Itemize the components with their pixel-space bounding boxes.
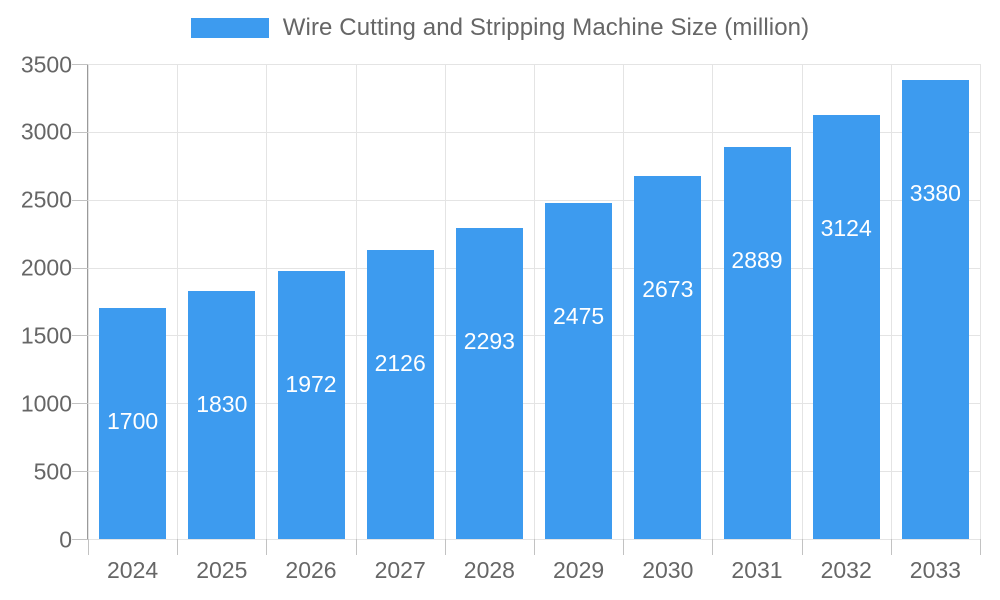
bar[interactable] [634, 176, 702, 539]
y-axis-tick [72, 131, 88, 133]
x-axis-tick [356, 539, 357, 555]
x-axis-tick [445, 539, 446, 555]
x-axis-tick-label: 2024 [107, 557, 159, 583]
bar[interactable] [188, 290, 256, 539]
y-axis-tick [72, 539, 88, 540]
y-axis-tick-label: 3000 [20, 118, 72, 145]
x-axis-tick-label: 2032 [820, 557, 872, 583]
x-axis-tick [266, 539, 267, 555]
x-axis-tick [623, 539, 624, 555]
chart-legend: Wire Cutting and Stripping Machine Size … [0, 0, 1000, 56]
gridline-vertical [177, 64, 178, 539]
y-axis-labels: 0 500 1000 1500 2000 2500 3000 3500 [0, 51, 72, 552]
bar-value-label: 2673 [642, 276, 694, 303]
x-axis-tick [712, 539, 713, 555]
gridline-vertical [980, 64, 981, 539]
x-axis-tick [177, 539, 178, 555]
y-axis-tick-label: 0 [59, 526, 72, 552]
gridline-vertical [712, 64, 713, 539]
bar-value-label: 1972 [285, 371, 337, 398]
bar-value-label: 2293 [463, 327, 515, 354]
x-axis-tick-label: 2030 [642, 557, 694, 583]
gridline-vertical [534, 64, 535, 539]
y-axis-tick-label: 1500 [20, 322, 72, 349]
x-axis-tick-label: 2027 [374, 557, 426, 583]
x-axis-tick [980, 539, 981, 555]
bar[interactable] [901, 80, 969, 539]
bar-value-label: 3380 [909, 180, 961, 207]
gridline-vertical [356, 64, 357, 539]
x-axis-tick [891, 539, 892, 555]
legend-swatch-icon [190, 18, 269, 38]
y-axis-tick [72, 199, 88, 201]
bar-value-label: 2475 [553, 303, 605, 330]
bar[interactable] [99, 308, 167, 539]
y-axis-tick-label: 1000 [20, 390, 72, 417]
bar-value-label: 2126 [374, 350, 426, 377]
gridline-vertical [623, 64, 624, 539]
plot-area: 1700 1830 1972 2126 2293 2475 2673 2889 3124 3380 [72, 64, 981, 540]
bar[interactable] [812, 115, 880, 539]
x-axis-tick-label: 2031 [731, 557, 783, 583]
y-axis-tick-label: 2500 [20, 186, 72, 213]
x-axis-tick-label: 2028 [463, 557, 515, 583]
y-axis-tick [72, 267, 88, 269]
y-axis-tick [72, 64, 88, 65]
y-axis-line [87, 64, 88, 540]
gridline-vertical [445, 64, 446, 539]
gridline-vertical [266, 64, 267, 539]
bar-value-label: 1830 [196, 390, 248, 417]
bar-value-label: 1700 [107, 408, 159, 435]
bar[interactable] [545, 203, 613, 539]
y-axis-tick [72, 403, 88, 405]
x-axis-tick-label: 2029 [553, 557, 605, 583]
bar[interactable] [455, 227, 523, 539]
x-axis-tick [88, 539, 89, 555]
bar[interactable] [277, 271, 345, 539]
y-axis-tick [72, 471, 88, 473]
y-axis-tick-label: 3500 [20, 51, 72, 77]
x-axis-tick-label: 2025 [196, 557, 248, 583]
y-axis-tick-label: 2000 [20, 254, 72, 281]
bar-value-label: 2889 [731, 246, 783, 273]
x-axis-tick-label: 2033 [909, 557, 961, 583]
bar-value-label: 3124 [820, 215, 872, 242]
x-axis-tick [534, 539, 535, 555]
legend-label: Wire Cutting and Stripping Machine Size … [282, 14, 810, 41]
y-axis-tick [72, 335, 88, 337]
legend-item-wire-cutting[interactable]: Wire Cutting and Stripping Machine Size … [190, 14, 810, 42]
gridline-vertical [891, 64, 892, 539]
x-axis-tick-label: 2026 [285, 557, 337, 583]
gridline-vertical [88, 64, 89, 539]
y-axis-tick-label: 500 [33, 458, 72, 485]
x-axis-tick [802, 539, 803, 555]
bar[interactable] [723, 146, 791, 539]
bar[interactable] [366, 250, 434, 539]
gridline-vertical [802, 64, 803, 539]
